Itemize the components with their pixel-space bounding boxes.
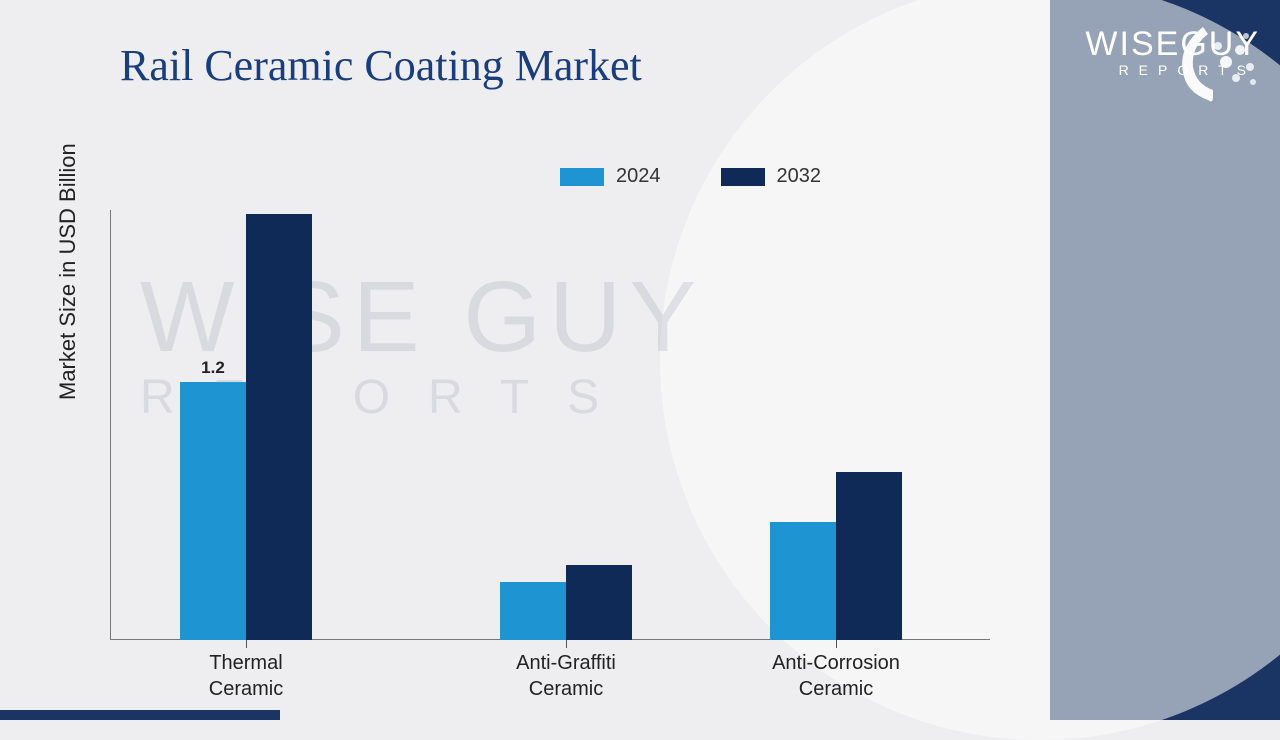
- brand-subtitle: REPORTS: [1119, 62, 1256, 78]
- brand-logo-text: WISEGUY: [1085, 25, 1260, 63]
- bar-group: 1.2ThermalCeramic: [180, 214, 312, 640]
- y-axis-line: [110, 210, 111, 640]
- bar-group: Anti-CorrosionCeramic: [770, 472, 902, 640]
- bar-2032: [246, 214, 312, 640]
- brand-logo: WISEGUY: [1085, 25, 1260, 64]
- x-axis-tick: [836, 640, 837, 648]
- bar-2024: 1.2: [180, 382, 246, 640]
- legend-label-2032: 2032: [777, 165, 822, 188]
- legend-swatch-2024: [560, 168, 604, 186]
- chart-title: Rail Ceramic Coating Market: [120, 40, 642, 91]
- category-label: ThermalCeramic: [156, 650, 336, 702]
- bottom-accent-bar: [0, 710, 280, 720]
- x-axis-tick: [246, 640, 247, 648]
- chart-plot-area: 1.2ThermalCeramic Anti-GraffitiCeramic Ant…: [110, 210, 990, 640]
- bar-2032: [566, 565, 632, 640]
- y-axis-label: Market Size in USD Billion: [55, 143, 81, 400]
- bar-2032: [836, 472, 902, 640]
- legend-item-2032: 2032: [721, 165, 822, 188]
- legend-label-2024: 2024: [616, 165, 661, 188]
- chart-legend: 2024 2032: [560, 165, 821, 188]
- legend-swatch-2032: [721, 168, 765, 186]
- category-label: Anti-CorrosionCeramic: [746, 650, 926, 702]
- x-axis-tick: [566, 640, 567, 648]
- bar-value-label: 1.2: [180, 358, 246, 378]
- legend-item-2024: 2024: [560, 165, 661, 188]
- bar-group: Anti-GraffitiCeramic: [500, 565, 632, 640]
- bar-2024: [500, 582, 566, 640]
- category-label: Anti-GraffitiCeramic: [476, 650, 656, 702]
- bar-2024: [770, 522, 836, 640]
